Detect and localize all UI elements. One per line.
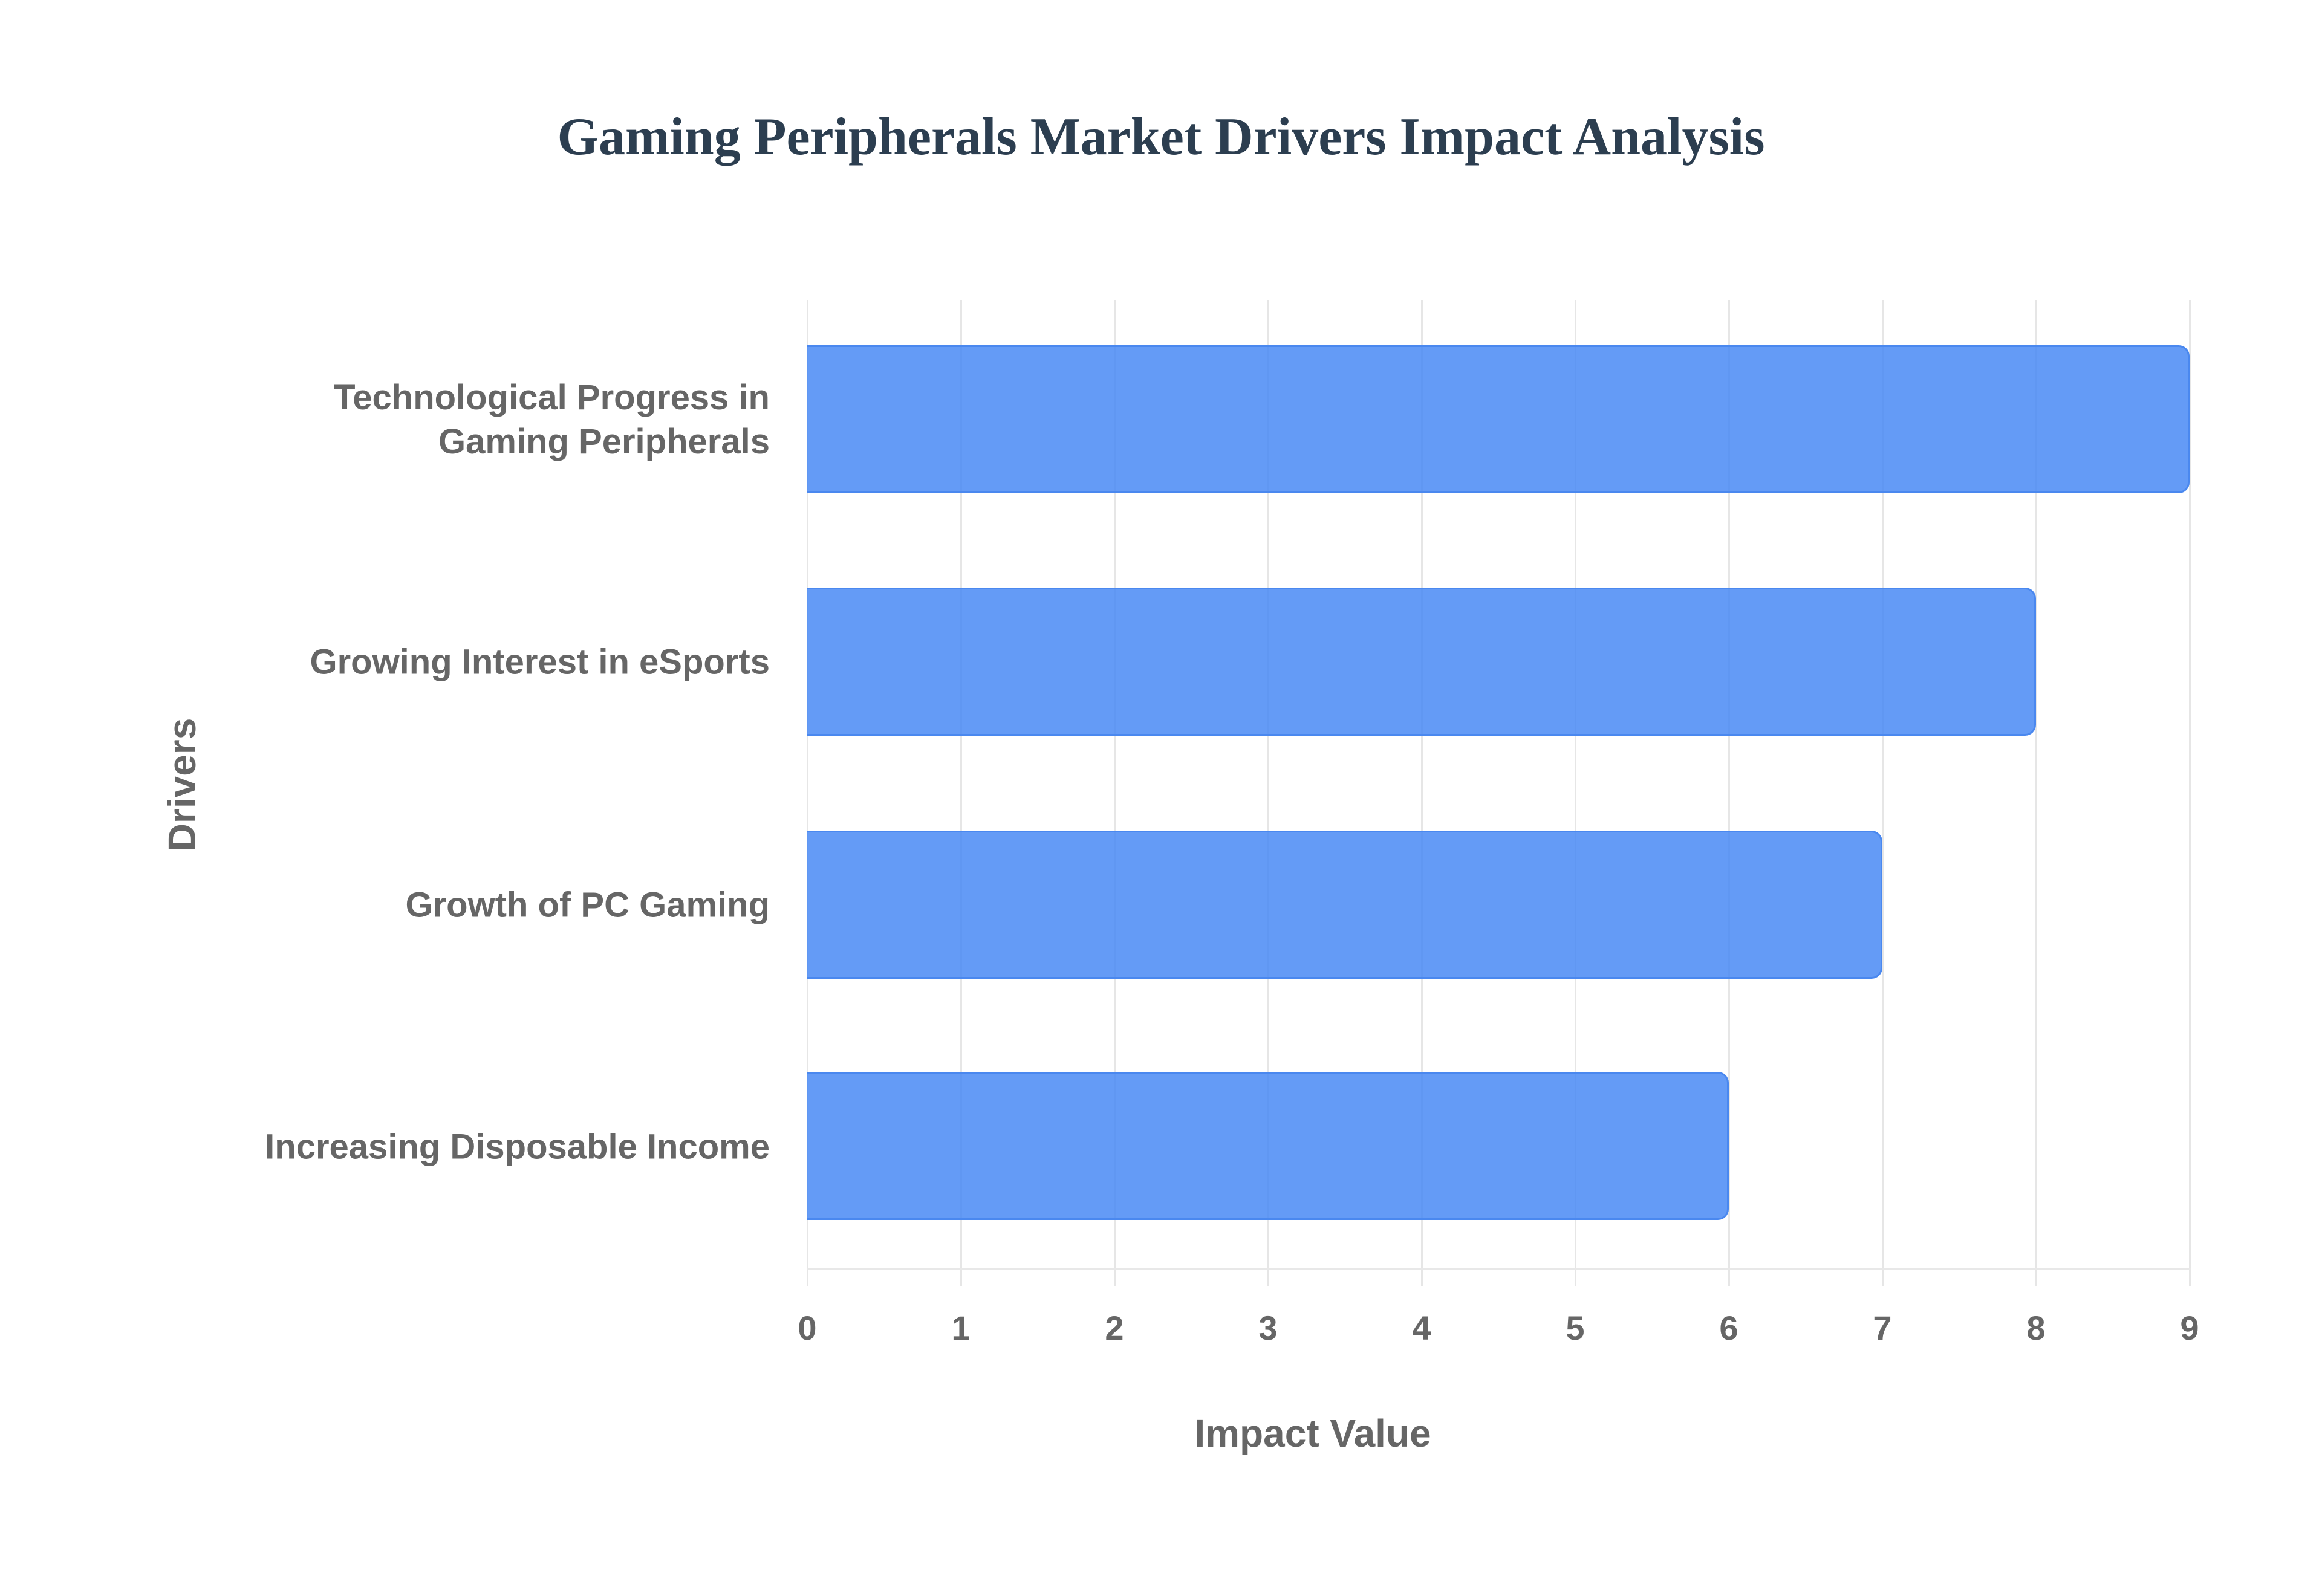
- gridline: [807, 300, 808, 1286]
- bar-pc-gaming-growth[interactable]: [807, 831, 1882, 979]
- gridline: [1575, 300, 1576, 1286]
- y-tick-label-line: Gaming Peripherals: [438, 422, 770, 461]
- gridline: [960, 300, 962, 1286]
- x-axis-title: Impact Value: [1194, 1412, 1431, 1455]
- x-tick-label: 7: [1873, 1309, 1892, 1347]
- x-axis-line: [807, 1268, 2191, 1270]
- x-tick-label: 9: [2180, 1309, 2199, 1347]
- x-tick-label: 1: [951, 1309, 971, 1347]
- gridline: [1421, 300, 1423, 1286]
- x-tick-label: 8: [2026, 1309, 2046, 1347]
- gridline: [2035, 300, 2037, 1286]
- x-tick-label: 6: [1719, 1309, 1738, 1347]
- bar-esports-interest[interactable]: [807, 588, 2036, 736]
- x-tick-label: 2: [1105, 1309, 1124, 1347]
- x-tick-label: 5: [1566, 1309, 1585, 1347]
- y-tick-label: Increasing Disposable Income: [265, 1127, 770, 1167]
- gridline: [2189, 300, 2191, 1286]
- x-tick-label: 0: [798, 1309, 817, 1347]
- bar-disposable-income[interactable]: [807, 1072, 1729, 1220]
- y-axis-title: Drivers: [160, 718, 204, 852]
- y-tick-label-line: Technological Progress in: [334, 378, 770, 417]
- y-tick-label: Growth of PC Gaming: [405, 885, 770, 925]
- y-tick-label: Growing Interest in eSports: [310, 642, 770, 682]
- y-tick-label: Technological Progress in Gaming Periphe…: [105, 375, 770, 464]
- gridline: [1882, 300, 1884, 1286]
- gridline: [1267, 300, 1269, 1286]
- x-tick-label: 4: [1412, 1309, 1431, 1347]
- gridline: [1728, 300, 1730, 1286]
- plot-area: [807, 300, 2191, 1286]
- chart-title: Gaming Peripherals Market Drivers Impact…: [557, 108, 1765, 166]
- x-tick-label: 3: [1258, 1309, 1278, 1347]
- gridline: [1114, 300, 1116, 1286]
- bar-technological-progress[interactable]: [807, 345, 2190, 493]
